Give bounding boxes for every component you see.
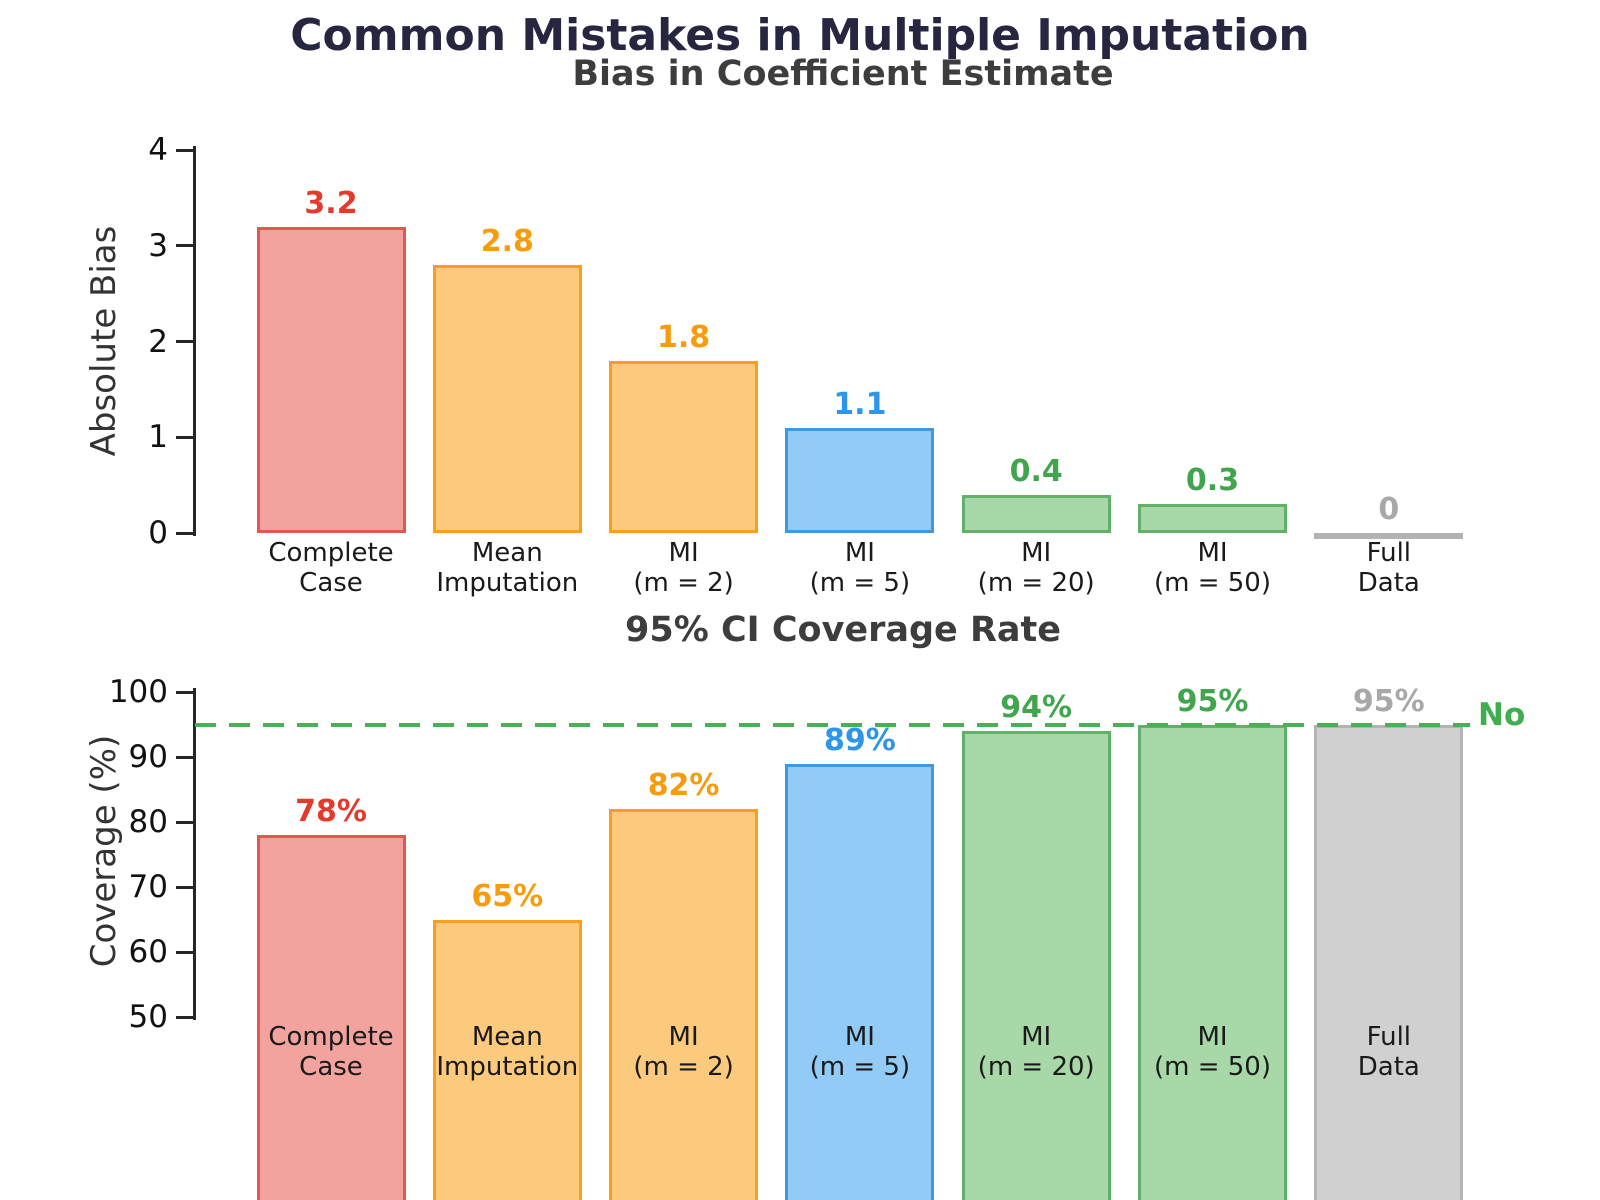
bar-value-label: 82% — [647, 768, 720, 803]
x-tick-label: MI (m = 2) — [633, 1022, 734, 1082]
y-tick-label: 100 — [108, 674, 168, 710]
bias-y-axis-label: Absolute Bias — [84, 225, 124, 457]
bar — [1138, 504, 1287, 533]
x-tick-label: MI (m = 5) — [809, 1022, 911, 1082]
y-tick-mark — [176, 885, 193, 889]
coverage-chart-title: 95% CI Coverage Rate — [624, 610, 1062, 650]
bar — [256, 226, 406, 533]
x-tick-label: Mean Imputation — [436, 1022, 579, 1082]
bar-value-label: 94% — [1000, 690, 1073, 725]
bar-value-label: 1.1 — [833, 386, 887, 422]
reference-line-label: No — [1478, 696, 1526, 733]
bar — [785, 763, 935, 1200]
x-tick-label: MI (m = 5) — [809, 538, 911, 598]
bar — [432, 919, 582, 1200]
x-tick-label: Full Data — [1357, 538, 1420, 598]
bar-value-label: 78% — [295, 794, 367, 829]
bar — [256, 835, 406, 1200]
bar-value-label: 2.8 — [480, 224, 534, 260]
bar-value-label: 3.2 — [304, 185, 358, 221]
bar — [785, 427, 935, 533]
y-tick-mark — [176, 435, 193, 439]
x-tick-label: MI (m = 20) — [977, 1022, 1095, 1082]
y-tick-label: 50 — [128, 999, 168, 1035]
bar-value-label: 0.4 — [1009, 453, 1063, 489]
y-axis-spine — [193, 146, 196, 536]
y-tick-mark — [176, 1015, 193, 1019]
x-tick-label: MI (m = 2) — [633, 538, 734, 598]
y-tick-mark — [176, 531, 193, 535]
y-tick-mark — [176, 950, 193, 954]
bar-value-label: 95% — [1352, 683, 1425, 719]
bar — [961, 731, 1111, 1200]
y-tick-label: 0 — [148, 515, 168, 551]
y-tick-mark — [176, 148, 193, 152]
bar-value-label: 1.8 — [657, 319, 711, 355]
x-tick-label: MI (m = 50) — [1153, 538, 1271, 598]
bias-chart-title: Bias in Coefficient Estimate — [572, 54, 1114, 94]
bar — [1138, 724, 1287, 1200]
x-tick-label: Complete Case — [268, 538, 394, 598]
bar-value-label: 89% — [823, 722, 896, 758]
figure-title: Common Mistakes in Multiple Imputation — [290, 10, 1310, 61]
reference-line — [195, 722, 1470, 727]
bar — [609, 360, 759, 533]
x-tick-label: MI (m = 50) — [1153, 1022, 1271, 1082]
y-tick-mark — [176, 340, 193, 344]
bar-value-label: 95% — [1176, 683, 1249, 719]
bar-value-label: 65% — [471, 878, 544, 914]
bar — [961, 494, 1111, 533]
bar — [432, 265, 582, 533]
y-tick-mark — [176, 820, 193, 824]
coverage-y-axis-label: Coverage (%) — [84, 734, 124, 968]
y-tick-mark — [176, 244, 193, 248]
bar-value-label: 0 — [1378, 492, 1400, 527]
x-tick-label: Mean Imputation — [436, 538, 579, 598]
y-tick-mark — [176, 690, 193, 694]
x-tick-label: MI (m = 20) — [977, 538, 1095, 598]
y-tick-label: 4 — [148, 132, 168, 169]
bar — [1314, 533, 1464, 539]
x-tick-label: Full Data — [1357, 1022, 1420, 1082]
bar-value-label: 0.3 — [1185, 463, 1240, 499]
y-axis-spine — [193, 688, 196, 1020]
x-tick-label: Complete Case — [268, 1022, 394, 1082]
y-tick-mark — [176, 755, 193, 759]
bar — [609, 809, 759, 1200]
bar — [1314, 724, 1464, 1200]
